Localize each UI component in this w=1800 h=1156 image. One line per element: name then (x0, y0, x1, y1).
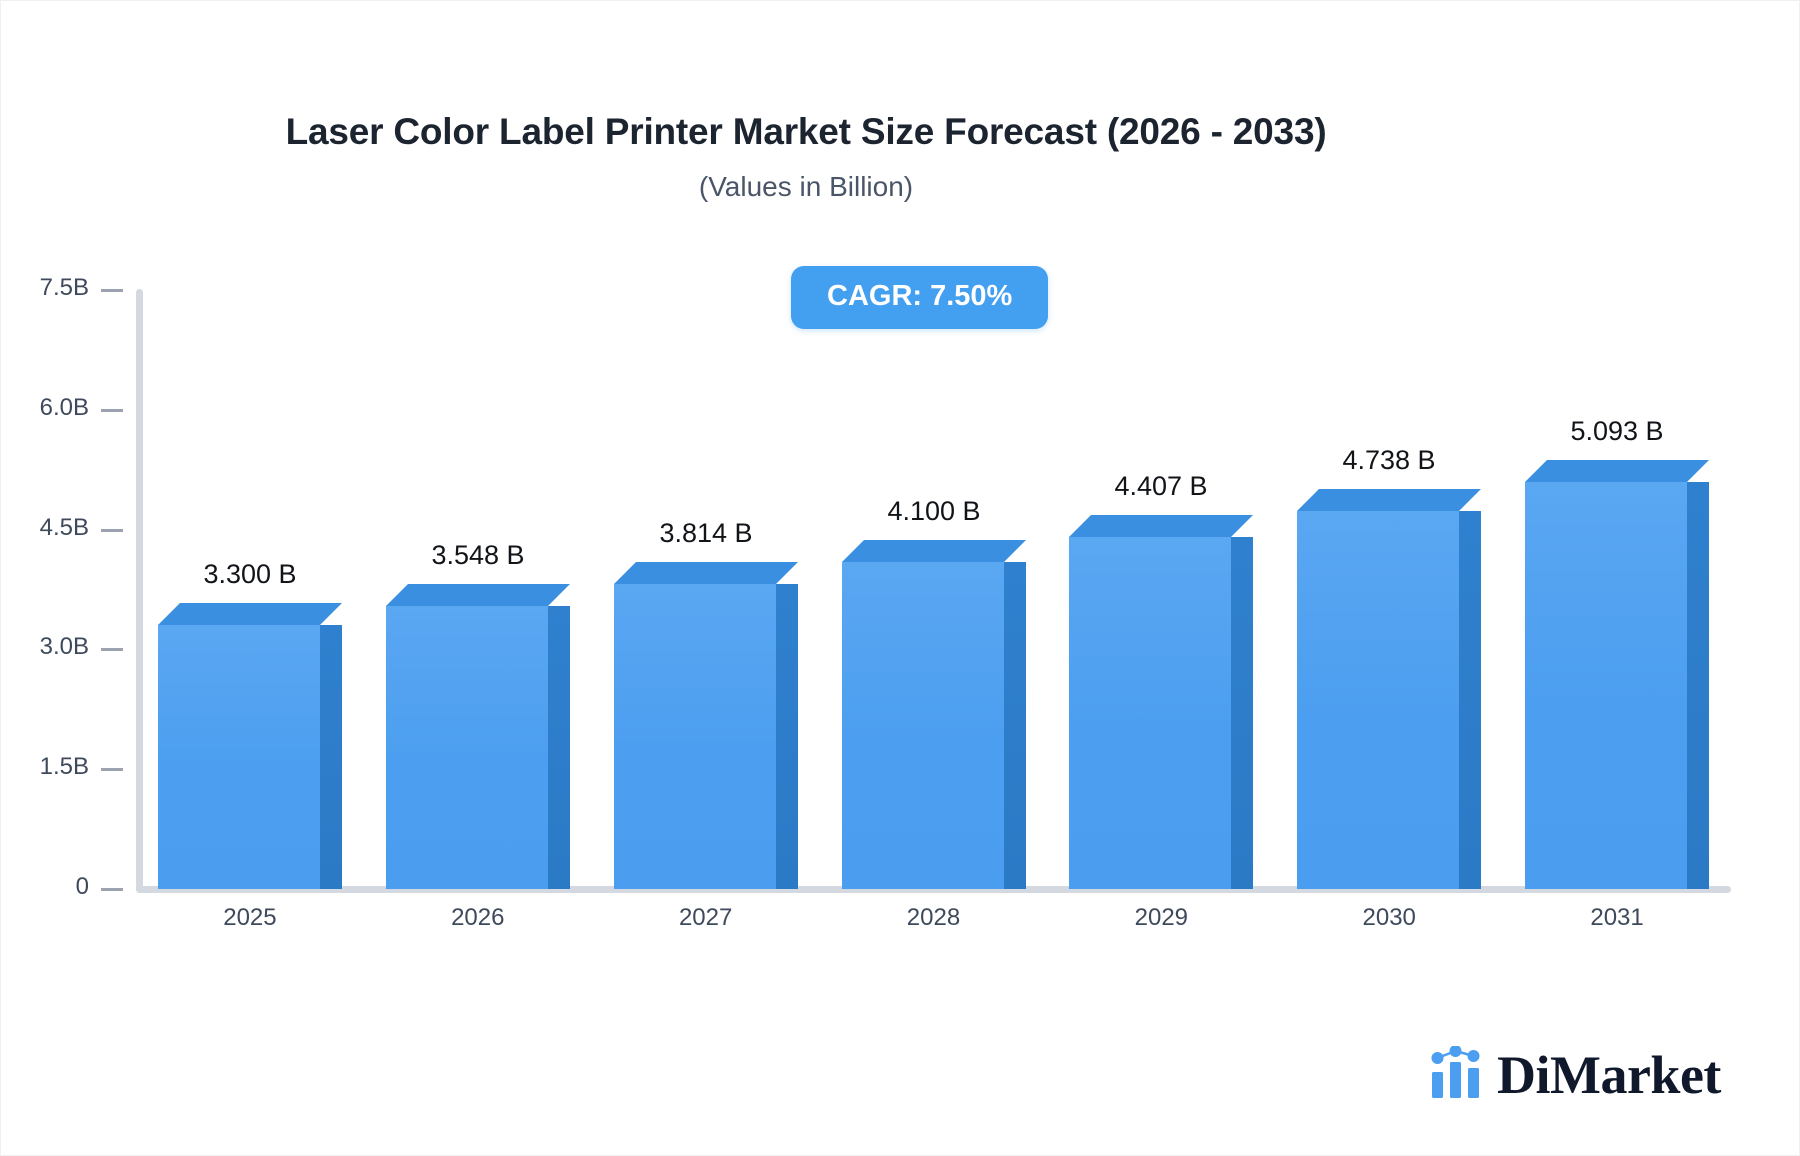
bar-top-face (1069, 515, 1253, 537)
bar-top-face (1297, 489, 1481, 511)
y-axis-tick-mark (101, 648, 123, 652)
y-axis-tick-label: 1.5B (39, 753, 89, 781)
bar-side-face (1004, 562, 1026, 889)
bar-value-label: 4.738 B (1342, 445, 1436, 475)
bar-side-face (320, 625, 342, 889)
bar-front-face (1069, 537, 1231, 889)
y-axis-tick-mark (101, 528, 123, 532)
y-axis-tick-label: 7.5B (39, 274, 89, 301)
brand-logo: DiMarket (1429, 1044, 1721, 1105)
bar[interactable] (158, 603, 342, 889)
bar-side-face (1687, 482, 1709, 889)
chart-subtitle: (Values in Billion) (698, 171, 914, 202)
bar-value-label: 3.814 B (659, 518, 753, 548)
bar-value-label: 3.300 B (203, 559, 297, 589)
bar-side-face (1459, 511, 1481, 889)
x-axis-tick-label: 2031 (1590, 904, 1644, 931)
x-axis-tick-label: 2030 (1362, 904, 1416, 931)
logo-text: DiMarket (1497, 1044, 1721, 1105)
y-axis-tick-mark (101, 289, 123, 292)
bar[interactable] (842, 540, 1026, 889)
bar-top-face (158, 603, 342, 625)
y-axis-tick-label: 0 (75, 873, 89, 900)
bar-value-label: 4.100 B (887, 496, 981, 526)
bar-front-face (1297, 511, 1459, 889)
bar-value-label: 5.093 B (1570, 416, 1664, 446)
bar-chart-icon (1429, 1045, 1485, 1103)
bar-top-face (614, 562, 798, 584)
bar[interactable] (1069, 515, 1253, 889)
cagr-badge: CAGR: 7.50% (791, 266, 1049, 329)
bar-top-face (1525, 460, 1709, 482)
bar-value-label: 3.548 B (431, 540, 525, 570)
y-axis-tick-label: 4.5B (39, 513, 89, 541)
bar[interactable] (614, 562, 798, 889)
bar-front-face (1525, 482, 1687, 889)
bar[interactable] (1525, 460, 1709, 889)
x-axis-tick-label: 2029 (1134, 904, 1189, 931)
y-axis-tick-label: 6.0B (39, 393, 89, 421)
bar-side-face (1231, 537, 1253, 889)
bar-top-face (386, 584, 570, 606)
x-axis-tick-label: 2028 (906, 904, 961, 931)
bar-front-face (158, 625, 320, 889)
y-axis-line (136, 289, 143, 892)
bar-front-face (614, 584, 776, 889)
y-axis-tick-mark (101, 408, 123, 412)
x-axis-tick-label: 2026 (451, 904, 505, 931)
bar-front-face (386, 606, 548, 889)
x-axis-line (136, 886, 1731, 893)
page-title: Laser Color Label Printer Market Size Fo… (285, 111, 1327, 152)
bar-front-face (842, 562, 1004, 889)
y-axis-tick-mark (101, 888, 123, 891)
y-axis-tick-label: 3.0B (39, 633, 89, 661)
x-axis-tick-label: 2027 (678, 904, 733, 931)
x-axis-tick-label: 2025 (223, 904, 277, 931)
y-axis-tick-mark (101, 768, 123, 772)
bar[interactable] (386, 584, 570, 889)
bar-value-label: 4.407 B (1114, 471, 1208, 501)
bar-side-face (548, 606, 570, 889)
bar-side-face (776, 584, 798, 889)
bar[interactable] (1297, 489, 1481, 889)
bar-top-face (842, 540, 1026, 562)
